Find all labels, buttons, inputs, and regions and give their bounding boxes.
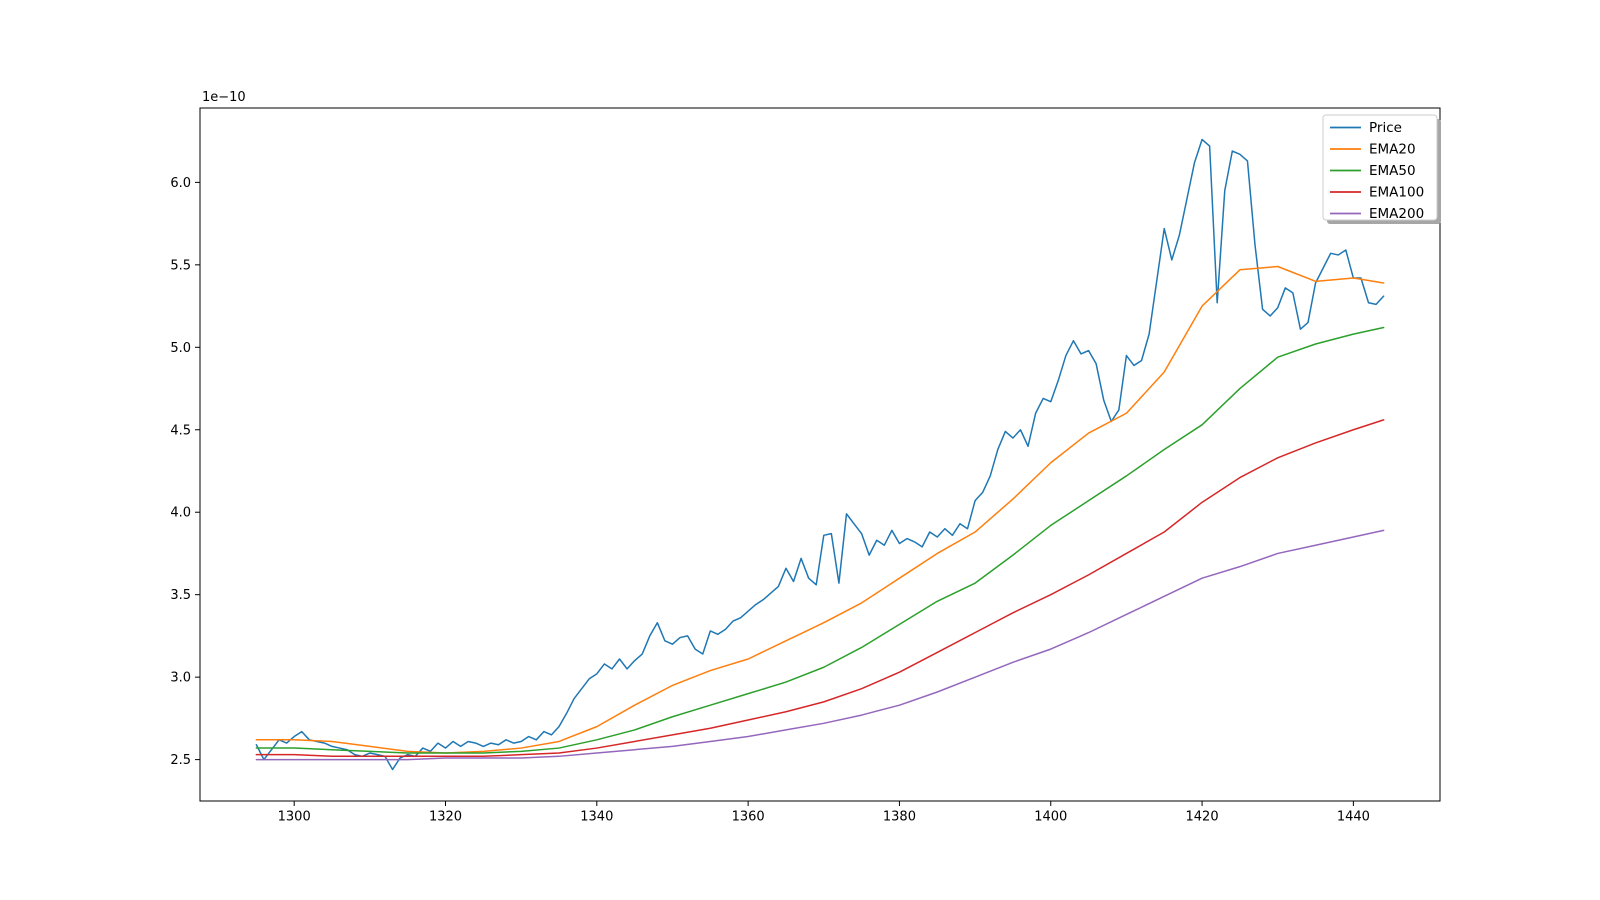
legend-label: EMA50 [1369, 163, 1416, 179]
legend-entry-ema200: EMA200 [1330, 206, 1424, 222]
x-tick-label: 1340 [580, 810, 613, 825]
x-tick-label: 1380 [883, 810, 916, 825]
y-tick-label: 5.0 [170, 341, 191, 356]
plot-area-border [199, 107, 1441, 802]
series-line-ema20 [255, 265, 1385, 754]
legend-label: EMA200 [1369, 206, 1424, 222]
x-tick-label: 1440 [1337, 810, 1370, 825]
y-axis-offset-label: 1e−10 [202, 90, 246, 105]
x-tick-label: 1360 [732, 810, 765, 825]
legend-entry-ema50: EMA50 [1330, 163, 1416, 179]
y-tick-label: 4.5 [170, 423, 191, 438]
legend-entry-ema20: EMA20 [1330, 142, 1416, 158]
legend-box [1322, 114, 1438, 221]
series-line-ema100 [255, 419, 1385, 758]
legend-label: Price [1369, 120, 1402, 136]
legend-entry-ema100: EMA100 [1330, 185, 1424, 201]
y-tick-label: 2.5 [170, 753, 191, 768]
legend-label: EMA100 [1369, 185, 1424, 201]
series-line-ema50 [255, 326, 1385, 754]
legend: Price EMA20 EMA50 EMA100 EMA200 [1322, 114, 1441, 224]
x-tick-label: 1320 [429, 810, 462, 825]
x-tick-label: 1420 [1186, 810, 1219, 825]
legend-label: EMA20 [1369, 142, 1416, 158]
y-tick-label: 3.0 [170, 671, 191, 686]
y-tick-label: 3.5 [170, 588, 191, 603]
series-line-price [255, 138, 1385, 771]
y-tick-label: 5.5 [170, 258, 191, 273]
x-tick-label: 1400 [1034, 810, 1067, 825]
series-line-ema200 [255, 529, 1385, 761]
legend-entry-price: Price [1330, 120, 1402, 136]
x-tick-label: 1300 [278, 810, 311, 825]
y-tick-label: 4.0 [170, 506, 191, 521]
y-tick-label: 6.0 [170, 176, 191, 191]
